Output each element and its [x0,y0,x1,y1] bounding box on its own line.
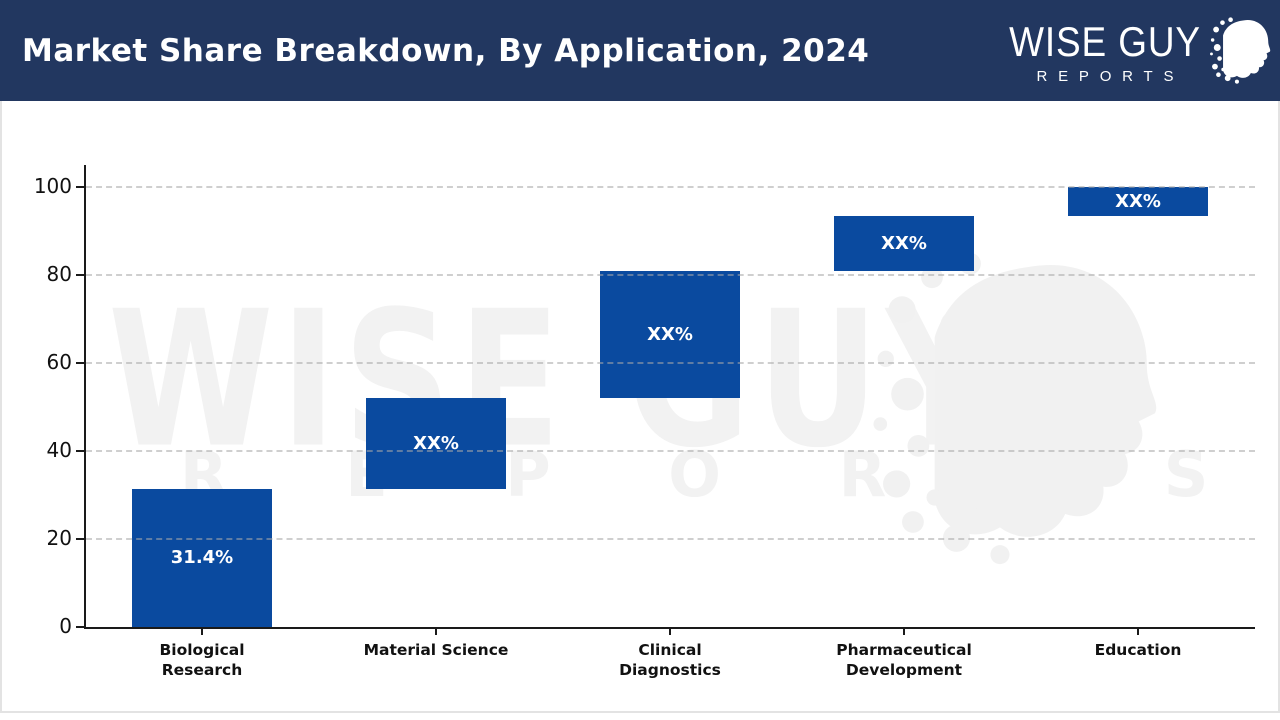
header-bar: Market Share Breakdown, By Application, … [0,0,1280,101]
y-axis-tick-label: 100 [33,174,72,198]
bar-clinical-diagnostics: XX% [600,270,740,399]
y-axis-tick [76,186,84,188]
y-axis-tick [76,626,84,628]
chart-canvas: WISE GUY R E P O R T S [0,101,1280,713]
gridline [86,274,1255,276]
logo-reports-text: REPORTS [1036,67,1185,85]
x-axis-label-line: Biological [159,641,245,659]
chart-title: Market Share Breakdown, By Application, … [22,32,870,69]
x-axis-label-line: Research [161,661,243,679]
gridline [86,538,1255,540]
y-axis-tick [76,450,84,452]
logo-brand-text: WISE GUY [1009,17,1201,65]
y-axis-tick [76,362,84,364]
y-axis-tick-label: 60 [46,350,72,374]
x-axis-tick [1137,629,1139,635]
wiseguy-logo: WISE GUY REPORTS [996,4,1274,98]
header-background [0,0,1280,101]
y-axis-line [84,165,86,629]
x-axis-label-clinical-diagnostics: Clinical Diagnostics [553,640,787,680]
gridline [86,450,1255,452]
x-axis-label-education: Education [1021,640,1255,660]
bar-value-label: XX% [413,433,459,454]
bar-value-label: XX% [881,232,927,254]
bar-biological-research: 31.4% [132,488,272,627]
y-axis-tick [76,274,84,276]
x-axis-tick [903,629,905,635]
gridline [86,362,1255,364]
y-axis-tick-label: 40 [46,438,72,462]
x-axis-label-material-science: Material Science [319,640,553,660]
y-axis-tick [76,538,84,540]
bar-education: XX% [1068,187,1208,217]
x-axis-label-biological-research: Biological Research [85,640,319,680]
x-axis-tick [669,629,671,635]
bar-value-label: XX% [1115,191,1161,213]
logo-wordmark: WISE GUY REPORTS [996,18,1214,85]
x-axis-label-line: Education [1094,641,1182,659]
gridline [86,186,1255,188]
x-axis-tick [201,629,203,635]
x-axis-label-pharmaceutical-development: Pharmaceutical Development [787,640,1021,680]
x-axis-label-line: Development [845,661,963,679]
watermark-wordmark: WISE GUY [108,272,1002,490]
bar-material-science: XX% [366,398,506,489]
bar-pharmaceutical-development: XX% [834,216,974,271]
y-axis-tick-label: 20 [46,526,72,550]
bar-value-label: 31.4% [170,547,234,569]
x-axis-tick [435,629,437,635]
x-axis-label-line: Pharmaceutical [836,641,972,659]
x-axis-line [84,627,1255,629]
x-axis-label-line: Clinical [638,641,702,659]
y-axis-tick-label: 80 [46,262,72,286]
x-axis-label-line: Diagnostics [619,661,721,679]
x-axis-label-line: Material Science [363,641,509,659]
y-axis-tick-label: 0 [59,614,72,638]
bar-value-label: XX% [647,323,693,345]
